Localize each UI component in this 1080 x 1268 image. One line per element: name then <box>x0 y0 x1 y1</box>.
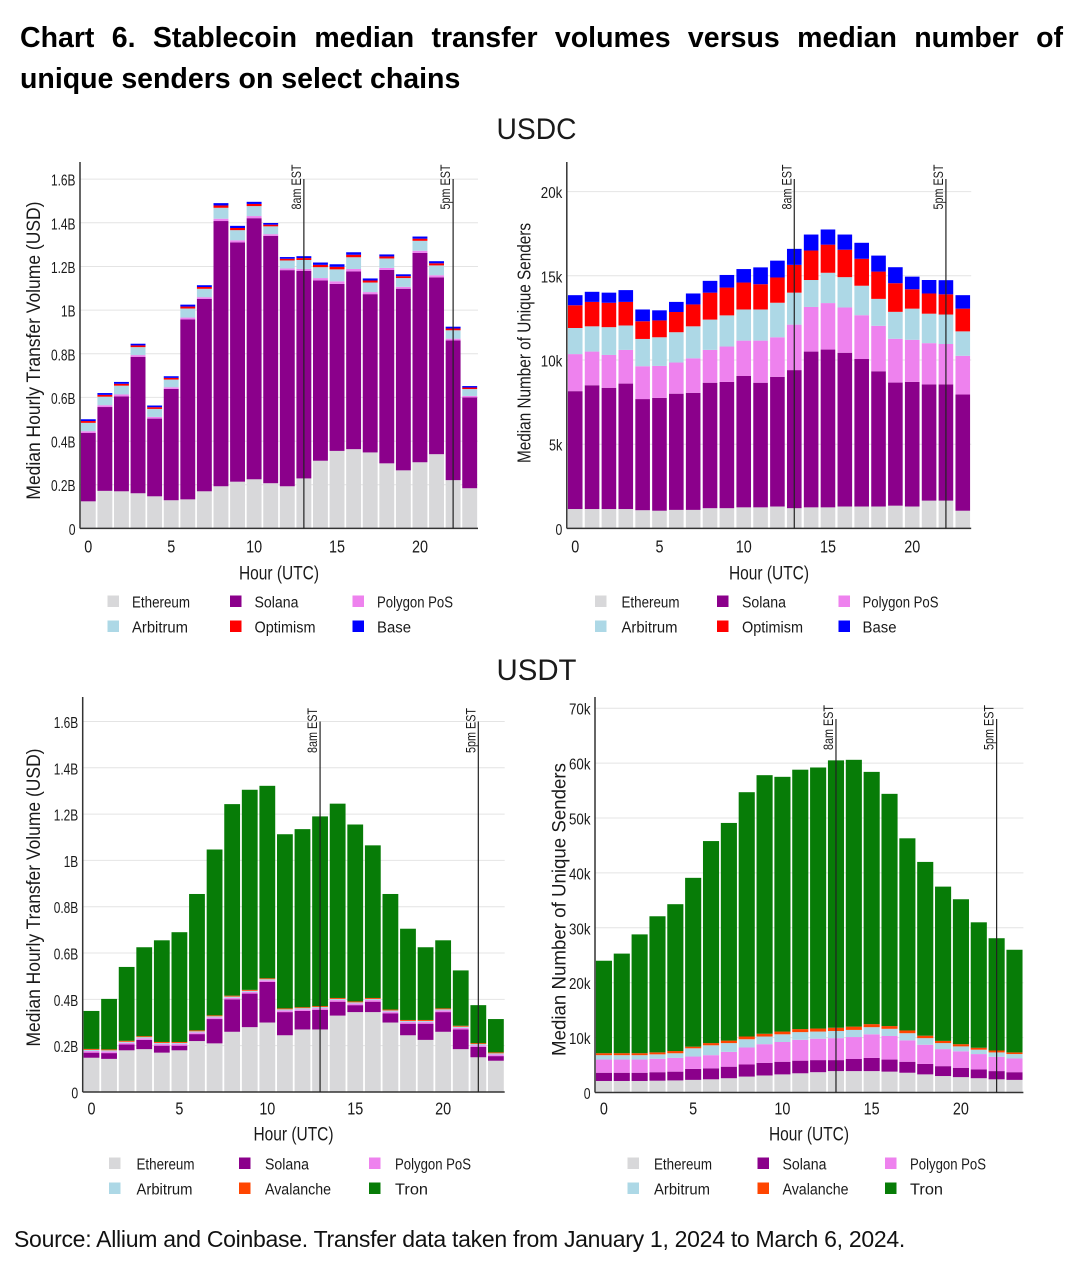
svg-text:Avalanche: Avalanche <box>783 1182 849 1199</box>
svg-text:Median Number of Unique Sender: Median Number of Unique Senders <box>549 763 571 1056</box>
svg-text:15: 15 <box>864 1099 880 1119</box>
svg-text:20k: 20k <box>541 185 563 202</box>
svg-text:20: 20 <box>412 537 428 557</box>
svg-text:0: 0 <box>71 1086 78 1103</box>
svg-text:8am EST: 8am EST <box>305 708 320 753</box>
svg-text:1.4B: 1.4B <box>51 216 76 233</box>
svg-text:0.8B: 0.8B <box>51 347 76 364</box>
svg-text:10k: 10k <box>569 1031 591 1048</box>
svg-text:1.2B: 1.2B <box>51 260 76 277</box>
svg-text:Tron: Tron <box>395 1182 428 1199</box>
svg-text:10: 10 <box>774 1099 790 1119</box>
svg-text:0: 0 <box>87 1099 95 1119</box>
svg-text:8am EST: 8am EST <box>289 165 304 210</box>
svg-text:15k: 15k <box>541 269 563 286</box>
svg-text:USDT: USDT <box>497 654 577 687</box>
svg-text:10: 10 <box>259 1099 275 1119</box>
svg-text:0: 0 <box>571 537 579 557</box>
svg-text:Polygon PoS: Polygon PoS <box>377 595 453 612</box>
svg-text:Solana: Solana <box>783 1157 827 1174</box>
svg-text:Base: Base <box>863 620 897 637</box>
svg-text:1.6B: 1.6B <box>54 715 79 732</box>
svg-text:0: 0 <box>84 537 92 557</box>
svg-text:Arbitrum: Arbitrum <box>654 1182 710 1199</box>
svg-text:15: 15 <box>329 537 345 557</box>
svg-text:0.2B: 0.2B <box>54 1039 79 1056</box>
svg-text:60k: 60k <box>569 757 591 774</box>
svg-text:Ethereum: Ethereum <box>654 1157 712 1174</box>
svg-text:5pm EST: 5pm EST <box>982 705 997 750</box>
svg-text:5pm EST: 5pm EST <box>463 708 478 753</box>
svg-text:15: 15 <box>347 1099 363 1119</box>
svg-text:5: 5 <box>175 1099 183 1119</box>
svg-text:Hour (UTC): Hour (UTC) <box>769 1124 849 1146</box>
svg-text:30k: 30k <box>569 921 591 938</box>
svg-text:1B: 1B <box>61 304 76 321</box>
svg-text:8am EST: 8am EST <box>779 165 794 210</box>
svg-text:Solana: Solana <box>255 595 299 612</box>
svg-text:5k: 5k <box>549 438 562 455</box>
svg-text:50k: 50k <box>569 812 591 829</box>
svg-text:70k: 70k <box>569 702 591 719</box>
svg-text:20: 20 <box>904 537 920 557</box>
svg-text:0: 0 <box>584 1086 591 1103</box>
svg-text:Polygon PoS: Polygon PoS <box>395 1157 471 1174</box>
svg-text:20: 20 <box>435 1099 451 1119</box>
svg-text:Avalanche: Avalanche <box>265 1182 331 1199</box>
svg-text:1.2B: 1.2B <box>54 808 79 825</box>
svg-text:Polygon PoS: Polygon PoS <box>863 595 939 612</box>
svg-text:Hour (UTC): Hour (UTC) <box>254 1124 334 1146</box>
svg-text:0: 0 <box>556 522 563 539</box>
svg-text:Polygon PoS: Polygon PoS <box>910 1157 986 1174</box>
svg-text:5pm EST: 5pm EST <box>438 165 453 210</box>
svg-text:USDC: USDC <box>497 113 577 146</box>
svg-text:10: 10 <box>736 537 752 557</box>
svg-text:20k: 20k <box>569 976 591 993</box>
svg-text:Ethereum: Ethereum <box>132 595 190 612</box>
svg-text:Tron: Tron <box>910 1182 943 1199</box>
svg-text:1.4B: 1.4B <box>54 761 79 778</box>
svg-text:5pm EST: 5pm EST <box>931 165 946 210</box>
svg-text:Optimism: Optimism <box>255 620 316 637</box>
svg-text:0.8B: 0.8B <box>54 900 79 917</box>
svg-text:0.4B: 0.4B <box>51 435 76 452</box>
svg-text:0: 0 <box>69 522 76 539</box>
svg-text:5: 5 <box>689 1099 697 1119</box>
svg-text:Arbitrum: Arbitrum <box>137 1182 193 1199</box>
svg-text:Solana: Solana <box>265 1157 309 1174</box>
svg-text:Solana: Solana <box>742 595 786 612</box>
svg-text:0.6B: 0.6B <box>51 391 76 408</box>
svg-text:Arbitrum: Arbitrum <box>622 620 678 637</box>
svg-text:15: 15 <box>820 537 836 557</box>
svg-text:Median Number of Unique Sender: Median Number of Unique Senders <box>515 223 535 463</box>
svg-text:Base: Base <box>377 620 411 637</box>
svg-text:1B: 1B <box>64 854 79 871</box>
svg-text:Hour (UTC): Hour (UTC) <box>729 563 809 585</box>
svg-text:5: 5 <box>167 537 175 557</box>
svg-text:Optimism: Optimism <box>742 620 803 637</box>
svg-text:Median Hourly Transfer Volume: Median Hourly Transfer Volume (USD) <box>23 202 45 500</box>
svg-text:10k: 10k <box>541 354 563 371</box>
svg-text:Hour (UTC): Hour (UTC) <box>239 563 319 585</box>
svg-text:8am EST: 8am EST <box>821 705 836 750</box>
svg-text:Median Hourly Transfer Volume: Median Hourly Transfer Volume (USD) <box>23 749 45 1047</box>
svg-text:40k: 40k <box>569 866 591 883</box>
svg-text:0.4B: 0.4B <box>54 993 79 1010</box>
svg-text:0: 0 <box>600 1099 608 1119</box>
svg-text:5: 5 <box>655 537 663 557</box>
svg-text:1.6B: 1.6B <box>51 173 76 190</box>
svg-text:Ethereum: Ethereum <box>622 595 680 612</box>
svg-text:Arbitrum: Arbitrum <box>132 620 188 637</box>
svg-text:0.2B: 0.2B <box>51 478 76 495</box>
svg-text:Ethereum: Ethereum <box>137 1157 195 1174</box>
svg-text:10: 10 <box>246 537 262 557</box>
svg-text:20: 20 <box>953 1099 969 1119</box>
svg-text:0.6B: 0.6B <box>54 947 79 964</box>
